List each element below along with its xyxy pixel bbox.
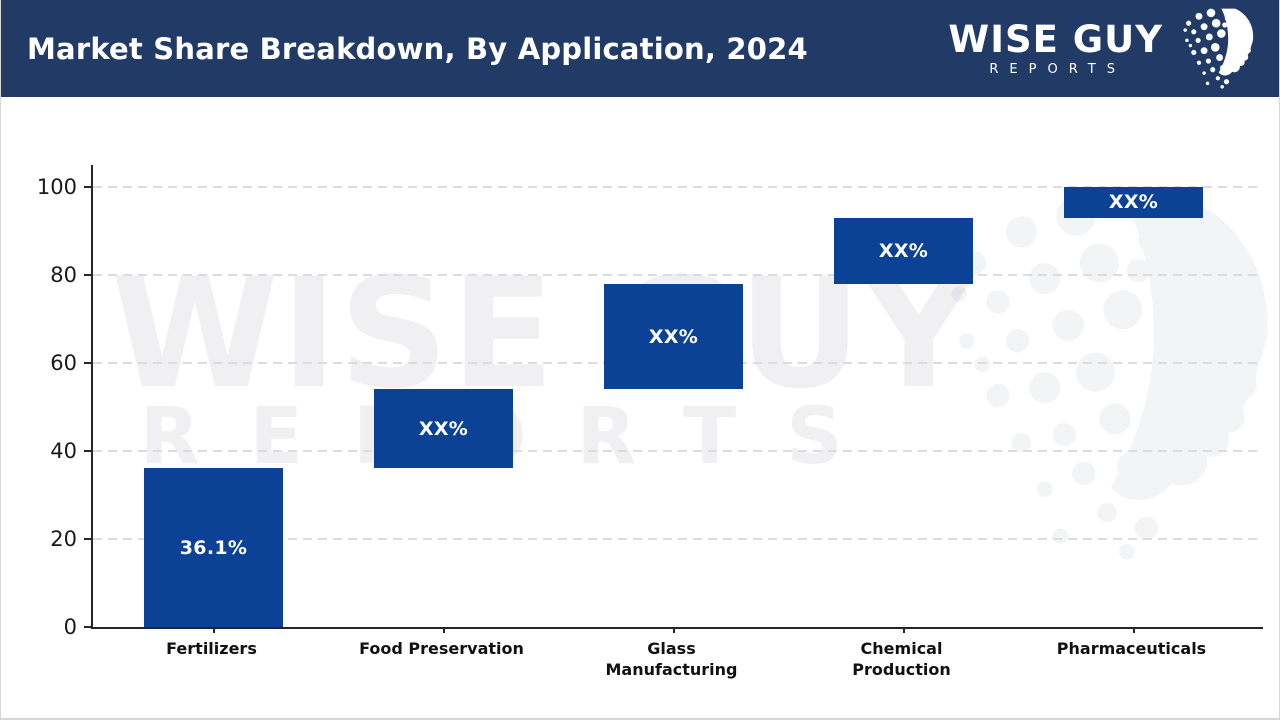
bar-value-label: XX% <box>648 325 699 348</box>
y-tick-label: 40 <box>50 439 77 463</box>
x-axis-tick <box>442 627 445 633</box>
logo-subtext: REPORTS <box>989 61 1126 77</box>
wiseguy-face-icon <box>1183 8 1254 89</box>
header-bar: Market Share Breakdown, By Application, … <box>1 0 1279 97</box>
watermark-face-icon <box>951 196 1268 560</box>
x-category-label: Food Preservation <box>359 639 524 658</box>
watermark-line1: WISE GUY <box>111 245 976 422</box>
chart-title: Market Share Breakdown, By Application, … <box>27 31 808 66</box>
bar-value-label: XX% <box>1108 191 1159 214</box>
bar-value-label: 36.1% <box>179 536 248 559</box>
y-tick-label: 80 <box>50 263 77 287</box>
x-category-label: Pharmaceuticals <box>1056 639 1207 658</box>
logo-wordmark: WISE GUY <box>948 17 1163 61</box>
grid-line <box>93 538 1263 540</box>
y-axis-tick <box>84 186 91 188</box>
grid-line <box>93 274 1263 276</box>
x-axis-tick <box>672 627 675 633</box>
y-tick-label: 0 <box>63 615 77 639</box>
x-axis-tick <box>1132 627 1135 633</box>
y-axis-tick <box>84 626 91 628</box>
x-category-label: Glass Manufacturing <box>605 639 738 679</box>
waterfall-bar: 36.1% <box>144 468 283 627</box>
y-axis-tick <box>84 362 91 364</box>
y-tick-label: 60 <box>50 351 77 375</box>
plot-area: 0 20 40 60 80 100 36.1% XX% XX% XX% XX% <box>37 165 1263 638</box>
y-tick-label: 100 <box>36 175 77 199</box>
waterfall-bar: XX% <box>834 217 973 284</box>
y-axis-tick <box>84 450 91 452</box>
y-axis-tick <box>84 274 91 276</box>
wiseguy-logo-text: WISE GUY REPORTS <box>948 21 1163 77</box>
waterfall-bar: XX% <box>1064 187 1203 218</box>
y-tick-label: 20 <box>50 527 77 551</box>
wiseguy-logo: WISE GUY REPORTS <box>948 6 1255 92</box>
bar-value-label: XX% <box>878 239 929 262</box>
grid-line <box>93 186 1263 188</box>
waterfall-bar: XX% <box>374 389 513 469</box>
x-axis-tick <box>212 627 215 633</box>
grid-line <box>93 450 1263 452</box>
x-axis-tick <box>902 627 905 633</box>
x-category-label: Fertilizers <box>166 639 257 658</box>
bar-value-label: XX% <box>418 417 469 440</box>
y-axis-tick <box>84 538 91 540</box>
waterfall-bar: XX% <box>604 283 743 390</box>
x-category-label: Chemical Production <box>852 639 951 679</box>
